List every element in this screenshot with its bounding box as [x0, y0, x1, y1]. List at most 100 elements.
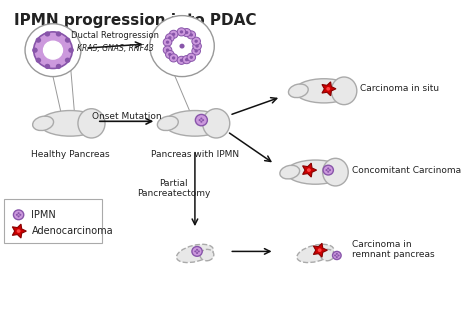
Circle shape [198, 250, 200, 253]
Circle shape [177, 28, 186, 36]
Circle shape [168, 36, 172, 39]
Circle shape [177, 56, 186, 64]
Circle shape [13, 210, 24, 220]
Circle shape [333, 251, 341, 259]
Ellipse shape [297, 244, 334, 262]
Circle shape [329, 169, 331, 171]
Circle shape [194, 49, 198, 52]
Circle shape [34, 32, 73, 69]
Circle shape [187, 31, 196, 39]
Circle shape [185, 31, 188, 34]
Circle shape [192, 37, 201, 45]
Circle shape [172, 33, 175, 36]
Circle shape [180, 59, 183, 62]
Ellipse shape [280, 165, 300, 179]
Ellipse shape [320, 249, 334, 261]
Circle shape [190, 33, 193, 36]
Ellipse shape [289, 84, 308, 98]
Text: Partial
Pancreatectomy: Partial Pancreatectomy [137, 179, 210, 198]
Circle shape [163, 46, 172, 54]
Ellipse shape [295, 79, 353, 103]
Text: Carcinoma in
remnant pancreas: Carcinoma in remnant pancreas [352, 240, 435, 259]
Circle shape [65, 58, 71, 63]
Circle shape [56, 64, 61, 69]
Circle shape [45, 64, 50, 69]
Circle shape [195, 45, 199, 48]
Circle shape [337, 255, 340, 256]
Circle shape [185, 58, 188, 61]
Polygon shape [12, 224, 27, 238]
Ellipse shape [286, 160, 345, 184]
Circle shape [169, 30, 178, 38]
Circle shape [192, 47, 201, 55]
Text: KRAS, GNAS, RNF43: KRAS, GNAS, RNF43 [77, 44, 154, 53]
Circle shape [163, 38, 172, 46]
Ellipse shape [33, 116, 54, 131]
Text: Carcinoma in situ: Carcinoma in situ [361, 84, 439, 93]
Ellipse shape [176, 244, 213, 262]
Circle shape [180, 30, 183, 33]
Ellipse shape [157, 116, 178, 131]
Text: Onset Mutation: Onset Mutation [92, 112, 161, 121]
Circle shape [190, 56, 193, 59]
Ellipse shape [78, 109, 105, 138]
Circle shape [336, 256, 338, 258]
Circle shape [17, 229, 20, 233]
Circle shape [327, 171, 329, 173]
Circle shape [336, 253, 338, 255]
Circle shape [195, 114, 208, 126]
Circle shape [65, 37, 71, 43]
Ellipse shape [323, 158, 348, 186]
Circle shape [18, 215, 19, 217]
Ellipse shape [331, 77, 357, 105]
Circle shape [182, 55, 191, 64]
Circle shape [187, 53, 196, 61]
Circle shape [44, 41, 63, 59]
Polygon shape [302, 163, 317, 177]
Circle shape [165, 34, 174, 42]
Polygon shape [322, 82, 336, 96]
Circle shape [194, 40, 198, 43]
Circle shape [182, 29, 191, 37]
FancyBboxPatch shape [3, 198, 102, 243]
Circle shape [165, 51, 174, 58]
Text: IPMN progression into PDAC: IPMN progression into PDAC [14, 13, 257, 28]
Circle shape [169, 54, 178, 62]
Circle shape [56, 31, 61, 37]
Circle shape [201, 117, 202, 119]
Circle shape [199, 119, 201, 121]
Circle shape [16, 214, 18, 216]
Circle shape [45, 31, 50, 37]
Circle shape [172, 56, 175, 60]
Circle shape [150, 16, 214, 77]
Circle shape [196, 252, 198, 254]
Ellipse shape [39, 111, 101, 136]
Circle shape [166, 49, 169, 51]
Polygon shape [313, 243, 328, 257]
Circle shape [334, 255, 336, 256]
Text: IPMN: IPMN [31, 210, 56, 220]
Circle shape [36, 58, 41, 63]
Circle shape [307, 168, 311, 172]
Circle shape [36, 37, 41, 43]
Circle shape [68, 48, 74, 53]
Circle shape [18, 212, 19, 214]
Circle shape [326, 87, 330, 91]
Circle shape [25, 24, 81, 77]
Circle shape [19, 214, 21, 216]
Circle shape [32, 48, 38, 53]
Circle shape [166, 41, 169, 44]
Circle shape [327, 168, 329, 170]
Circle shape [326, 169, 328, 171]
Circle shape [201, 121, 202, 123]
Circle shape [318, 248, 321, 252]
Circle shape [168, 53, 172, 56]
Text: Concomitant Carcinoma: Concomitant Carcinoma [352, 166, 461, 174]
Text: Pancreas with IPMN: Pancreas with IPMN [151, 150, 239, 159]
Text: Healthy Pancreas: Healthy Pancreas [31, 150, 109, 159]
Circle shape [192, 247, 202, 256]
Ellipse shape [164, 111, 226, 136]
Ellipse shape [203, 109, 230, 138]
Circle shape [202, 119, 204, 121]
Circle shape [193, 42, 201, 50]
